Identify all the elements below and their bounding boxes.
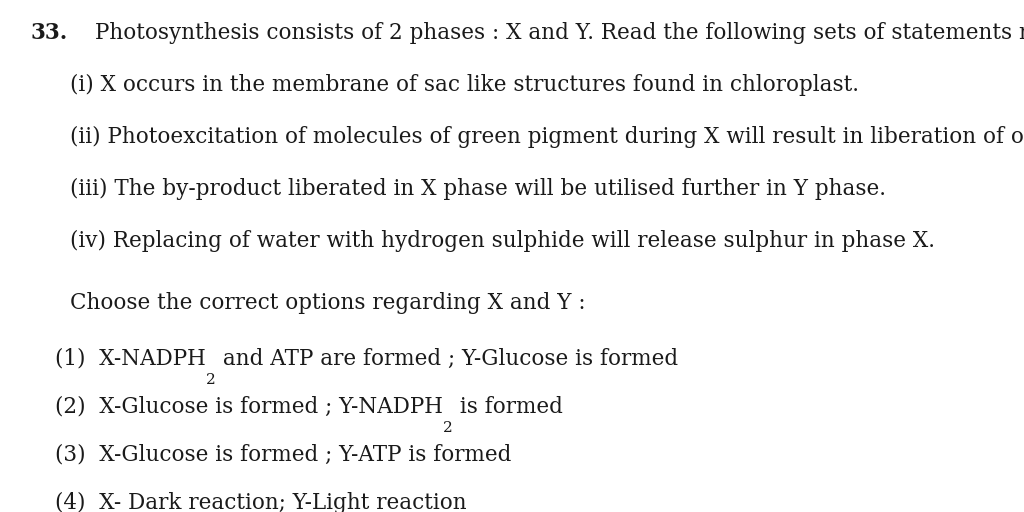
Text: and ATP are formed ; Y-Glucose is formed: and ATP are formed ; Y-Glucose is formed — [216, 348, 678, 370]
Text: (4)  X- Dark reaction; Y-Light reaction: (4) X- Dark reaction; Y-Light reaction — [55, 492, 467, 512]
Text: (iii) The by-product liberated in X phase will be utilised further in Y phase.: (iii) The by-product liberated in X phas… — [70, 178, 886, 200]
Text: (1)  X-NADPH: (1) X-NADPH — [55, 348, 206, 370]
Text: (2)  X-Glucose is formed ; Y-NADPH: (2) X-Glucose is formed ; Y-NADPH — [55, 396, 443, 418]
Text: Choose the correct options regarding X and Y :: Choose the correct options regarding X a… — [70, 292, 586, 314]
Text: (ii) Photoexcitation of molecules of green pigment during X will result in liber: (ii) Photoexcitation of molecules of gre… — [70, 126, 1024, 148]
Text: (i) X occurs in the membrane of sac like structures found in chloroplast.: (i) X occurs in the membrane of sac like… — [70, 74, 859, 96]
Text: 2: 2 — [206, 373, 216, 387]
Text: Photosynthesis consists of 2 phases : X and Y. Read the following sets of statem: Photosynthesis consists of 2 phases : X … — [95, 22, 1024, 44]
Text: is formed: is formed — [453, 396, 562, 418]
Text: (3)  X-Glucose is formed ; Y-ATP is formed: (3) X-Glucose is formed ; Y-ATP is forme… — [55, 444, 511, 466]
Text: 33.: 33. — [30, 22, 68, 44]
Text: (iv) Replacing of water with hydrogen sulphide will release sulphur in phase X.: (iv) Replacing of water with hydrogen su… — [70, 230, 935, 252]
Text: 2: 2 — [443, 421, 453, 435]
